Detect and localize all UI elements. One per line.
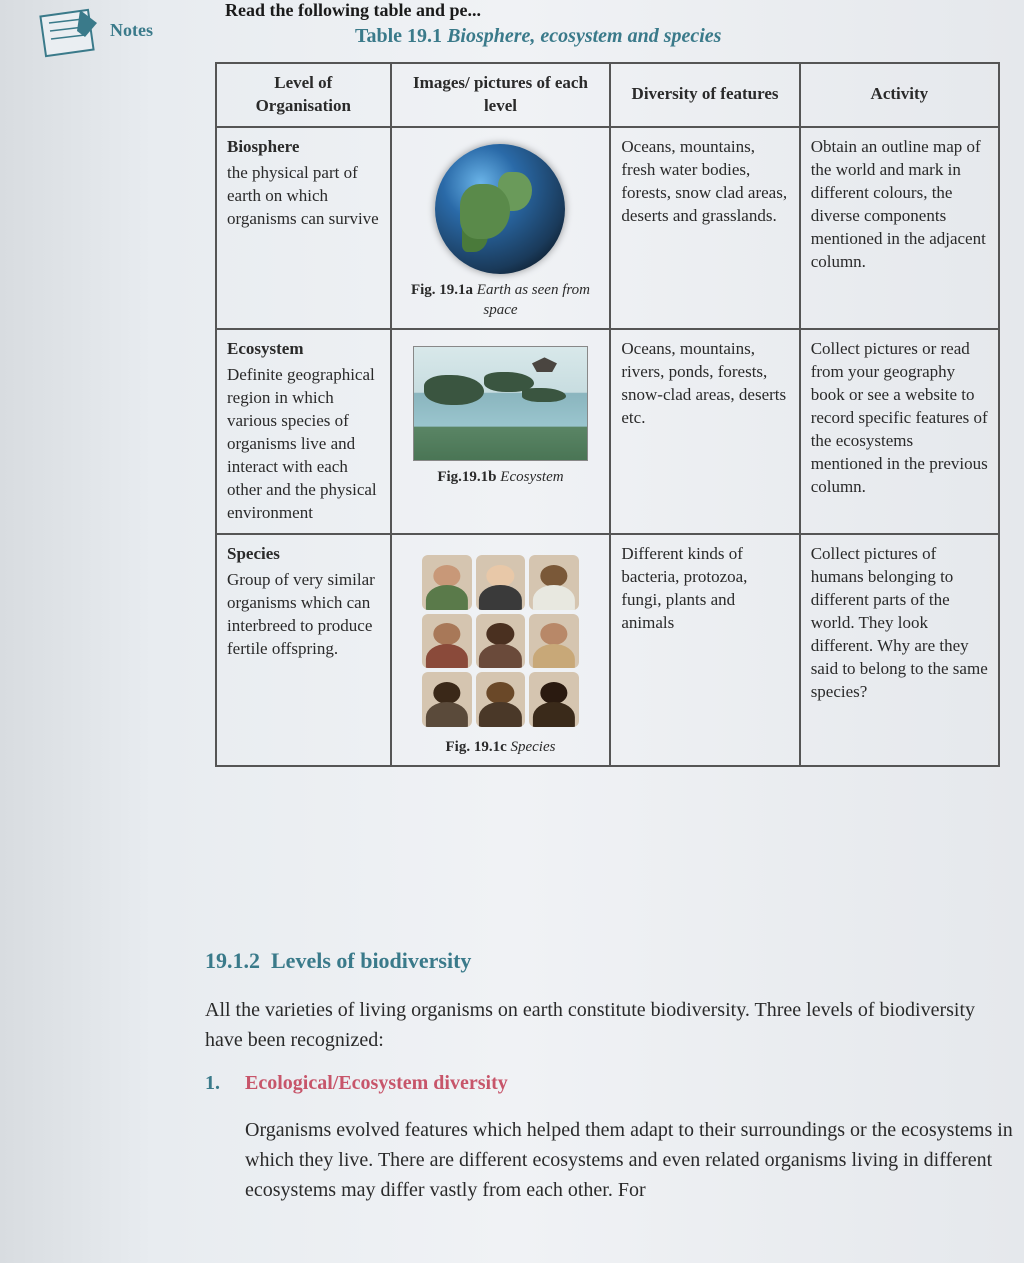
- col-header-level: Level of Organisation: [216, 63, 391, 127]
- row-title: Biosphere: [227, 136, 380, 159]
- list-number: 1.: [205, 1072, 220, 1095]
- biosphere-table: Level of Organisation Images/ pictures o…: [215, 62, 1000, 767]
- activity-cell: Collect pictures of humans belonging to …: [800, 534, 999, 766]
- figure-caption: Fig. 19.1a Earth as seen from space: [402, 280, 600, 321]
- table-caption: Biosphere, ecosystem and species: [447, 25, 721, 47]
- instruction-text: Read the following table and pe...: [225, 0, 481, 21]
- row-desc: Group of very similar organisms which ca…: [227, 570, 375, 658]
- col-header-images: Images/ pictures of each level: [391, 63, 611, 127]
- list-item-title: Ecological/Ecosystem diversity: [245, 1072, 508, 1095]
- notes-label: Notes: [110, 20, 153, 41]
- earth-image: [435, 144, 565, 274]
- item-body: Organisms evolved features which helped …: [245, 1115, 1014, 1205]
- ecosystem-image: [413, 346, 588, 461]
- col-header-activity: Activity: [800, 63, 999, 127]
- diversity-cell: Oceans, mountains, rivers, ponds, forest…: [610, 329, 799, 534]
- table-title: Table 19.1 Biosphere, ecosystem and spec…: [355, 25, 721, 48]
- section-title: Levels of biodiversity: [271, 948, 471, 973]
- row-title: Ecosystem: [227, 338, 380, 361]
- row-desc: the physical part of earth on which orga…: [227, 163, 379, 228]
- table-row: Ecosystem Definite geographical region i…: [216, 329, 999, 534]
- section-heading: 19.1.2 Levels of biodiversity: [205, 948, 471, 974]
- figure-caption: Fig. 19.1c Species: [402, 737, 600, 757]
- col-header-diversity: Diversity of features: [610, 63, 799, 127]
- intro-paragraph: All the varieties of living organisms on…: [205, 995, 1014, 1055]
- notes-icon: [35, 5, 105, 60]
- species-image: [418, 551, 583, 731]
- section-number: 19.1.2: [205, 948, 260, 973]
- activity-cell: Collect pictures or read from your geogr…: [800, 329, 999, 534]
- figure-caption: Fig.19.1b Ecosystem: [402, 467, 600, 487]
- table-row: Species Group of very similar organisms …: [216, 534, 999, 766]
- diversity-cell: Different kinds of bacteria, protozoa, f…: [610, 534, 799, 766]
- row-title: Species: [227, 543, 380, 566]
- table-row: Biosphere the physical part of earth on …: [216, 127, 999, 330]
- diversity-cell: Oceans, mountains, fresh water bodies, f…: [610, 127, 799, 330]
- activity-cell: Obtain an outline map of the world and m…: [800, 127, 999, 330]
- row-desc: Definite geographical region in which va…: [227, 365, 377, 522]
- table-number: Table 19.1: [355, 25, 442, 47]
